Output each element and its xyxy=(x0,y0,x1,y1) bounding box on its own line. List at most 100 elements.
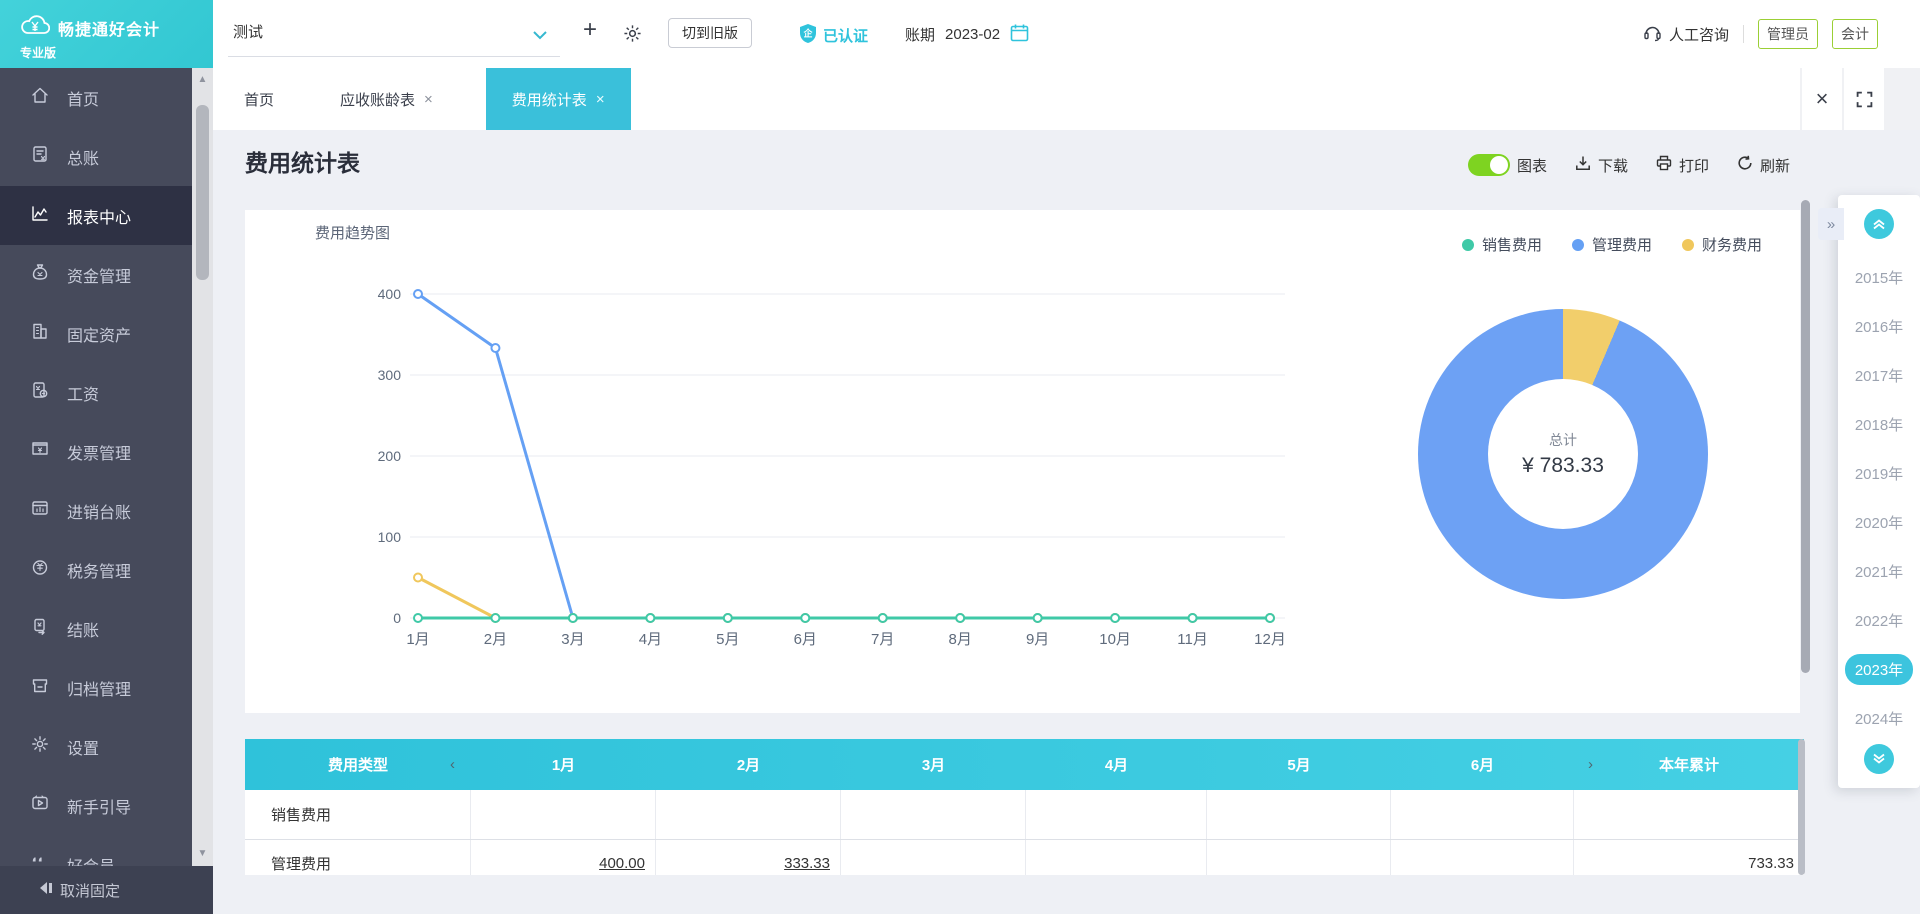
year-label: 2024年 xyxy=(1854,711,1904,728)
table-cell xyxy=(1574,790,1804,839)
prev-months-icon[interactable]: ‹ xyxy=(450,756,455,773)
scroll-down-icon[interactable]: ▼ xyxy=(197,848,208,859)
year-item-2023年[interactable]: 2023年 xyxy=(1838,645,1920,694)
table-cell xyxy=(841,790,1026,839)
year-item-2015年[interactable]: 2015年 xyxy=(1838,253,1920,302)
workspace-select-underline xyxy=(228,56,560,57)
legend-dot-icon xyxy=(1571,238,1584,251)
sidebar-item-归档管理[interactable]: 归档管理 xyxy=(0,658,192,717)
year-label: 2022年 xyxy=(1854,613,1904,630)
year-item-2022年[interactable]: 2022年 xyxy=(1838,596,1920,645)
sidebar-item-总账[interactable]: 总账 xyxy=(0,127,192,186)
page-scrollbar-thumb[interactable] xyxy=(1801,200,1810,673)
chart-view-toggle[interactable]: 图表 xyxy=(1467,154,1547,176)
sidebar-item-label: 资金管理 xyxy=(67,268,132,286)
certified-badge[interactable]: 企 已认证 xyxy=(798,23,868,48)
toggle-switch[interactable] xyxy=(1467,154,1510,176)
svg-text:1月: 1月 xyxy=(406,631,429,648)
year-item-2019年[interactable]: 2019年 xyxy=(1838,449,1920,498)
year-label: 2015年 xyxy=(1854,270,1904,287)
sidebar-item-label: 进销台账 xyxy=(67,504,132,522)
expense-trend-line-chart[interactable]: 0 100 200 300 400 1月 2月 3月 4月 5月 6月 7月 8月 9月 10月 11月 12月 xyxy=(345,270,1345,670)
svg-text:100: 100 xyxy=(378,529,402,545)
sidebar-item-好会员[interactable]: 好会员 xyxy=(0,835,192,866)
year-label: 2021年 xyxy=(1854,564,1904,581)
year-item-2024年[interactable]: 2024年 xyxy=(1838,694,1920,743)
table-row-管理费用: 管理费用 400.00 333.33 733.33 xyxy=(245,839,1804,875)
year-item-2021年[interactable]: 2021年 xyxy=(1838,547,1920,596)
table-scrollbar-thumb[interactable] xyxy=(1798,739,1805,875)
payroll-icon xyxy=(30,380,50,405)
gear-icon[interactable] xyxy=(623,24,642,48)
sidebar-item-报表中心[interactable]: 报表中心 xyxy=(0,186,192,245)
year-item-2016年[interactable]: 2016年 xyxy=(1838,302,1920,351)
close-icon[interactable]: × xyxy=(424,90,433,108)
sidebar-scrollbar[interactable]: ▲ ▼ xyxy=(192,68,213,866)
fixed-assets-icon xyxy=(30,321,50,346)
download-label: 下载 xyxy=(1597,157,1628,175)
column-header-label: 本年累计 xyxy=(1658,757,1719,774)
calendar-icon[interactable] xyxy=(1010,23,1029,46)
column-header-label: 5月 xyxy=(1287,757,1311,774)
funds-icon xyxy=(30,262,50,287)
switch-old-version-button[interactable]: 切到旧版 xyxy=(668,18,752,48)
role-badge-admin[interactable]: 管理员 xyxy=(1758,19,1818,49)
next-months-icon[interactable]: › xyxy=(1588,756,1593,773)
support-label: 人工咨询 xyxy=(1668,26,1729,44)
tab-首页[interactable]: 首页 xyxy=(231,68,287,130)
chevron-down-icon[interactable] xyxy=(533,27,547,45)
sidebar-item-固定资产[interactable]: 固定资产 xyxy=(0,304,192,363)
print-button[interactable]: 打印 xyxy=(1656,155,1709,176)
fullscreen-icon[interactable] xyxy=(1844,68,1884,130)
tab-应收账龄表[interactable]: 应收账龄表 × xyxy=(327,68,446,130)
sidebar-item-工资[interactable]: 工资 xyxy=(0,363,192,422)
tab-label: 费用统计表 xyxy=(511,91,587,109)
download-button[interactable]: 下载 xyxy=(1575,155,1628,176)
sidebar-item-进销台账[interactable]: 进销台账 xyxy=(0,481,192,540)
period-value[interactable]: 2023-02 xyxy=(945,26,1001,43)
collapse-panel-handle[interactable]: » xyxy=(1818,208,1844,240)
scroll-up-icon[interactable]: ▲ xyxy=(197,74,208,85)
close-icon[interactable]: × xyxy=(595,90,605,108)
support-button[interactable]: 人工咨询 xyxy=(1643,23,1729,46)
role-badge-accountant[interactable]: 会计 xyxy=(1832,19,1878,49)
cell-value[interactable]: 400.00 xyxy=(599,855,645,872)
table-cell: 733.33 xyxy=(1574,840,1804,875)
expense-donut-chart[interactable]: 总计 ¥ 783.33 xyxy=(1418,309,1708,599)
year-item-2020年[interactable]: 2020年 xyxy=(1838,498,1920,547)
legend-item-财务费用[interactable]: 财务费用 xyxy=(1681,234,1762,255)
membership-icon xyxy=(30,852,50,866)
sidebar-item-税务管理[interactable]: 税务管理 xyxy=(0,540,192,599)
sidebar-item-结账[interactable]: 结账 xyxy=(0,599,192,658)
add-account-set-button[interactable]: + xyxy=(583,16,598,43)
refresh-button[interactable]: 刷新 xyxy=(1737,155,1790,176)
guide-icon xyxy=(30,793,50,818)
sidebar-item-设置[interactable]: 设置 xyxy=(0,717,192,776)
workspace-select[interactable]: 测试 xyxy=(233,24,264,41)
sidebar-item-资金管理[interactable]: 资金管理 xyxy=(0,245,192,304)
tab-费用统计表[interactable]: 费用统计表 × xyxy=(485,68,631,130)
year-item-2017年[interactable]: 2017年 xyxy=(1838,351,1920,400)
svg-text:200: 200 xyxy=(378,448,402,464)
scroll-years-up-button[interactable] xyxy=(1864,209,1894,239)
sidebar-item-首页[interactable]: 首页 xyxy=(0,68,192,127)
scroll-years-down-button[interactable] xyxy=(1864,744,1894,774)
close-tab-button[interactable]: × xyxy=(1802,68,1842,130)
tax-icon xyxy=(30,557,50,582)
sidebar-item-label: 总账 xyxy=(67,150,100,168)
unpin-sidebar-button[interactable]: 取消固定 xyxy=(0,866,213,914)
brand-logo-block: 畅捷通好会计 专业版 xyxy=(0,0,213,68)
legend-item-销售费用[interactable]: 销售费用 xyxy=(1461,234,1542,255)
sidebar-item-发票管理[interactable]: 发票管理 xyxy=(0,422,192,481)
column-header-4月: 4月 xyxy=(1026,739,1207,790)
cloud-logo-icon xyxy=(20,13,51,42)
sidebar-scrollbar-thumb[interactable] xyxy=(196,105,209,280)
year-item-2018年[interactable]: 2018年 xyxy=(1838,400,1920,449)
closing-icon xyxy=(30,616,50,641)
cell-value[interactable]: 333.33 xyxy=(784,855,830,872)
archive-icon xyxy=(30,675,50,700)
legend-item-管理费用[interactable]: 管理费用 xyxy=(1571,234,1652,255)
sidebar-item-新手引导[interactable]: 新手引导 xyxy=(0,776,192,835)
svg-text:3月: 3月 xyxy=(561,631,584,648)
